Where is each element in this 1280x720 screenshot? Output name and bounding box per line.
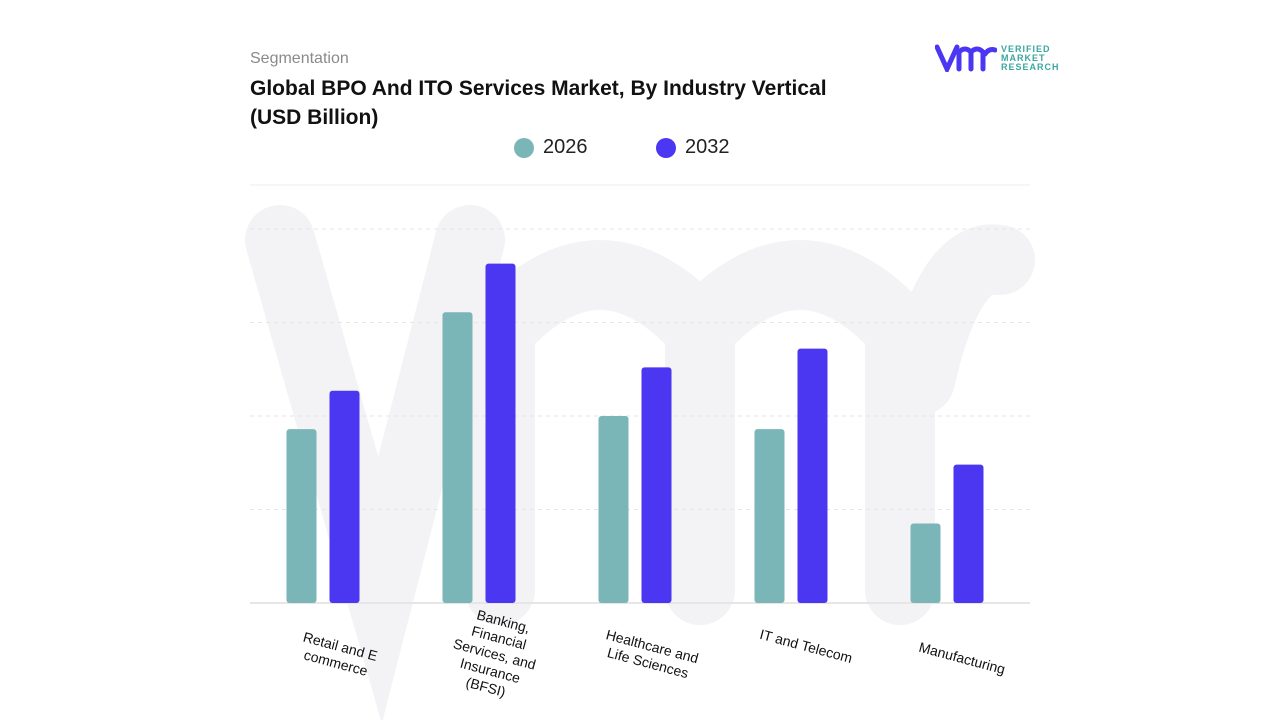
bar-2032-0: [329, 390, 360, 603]
bar-2026-4: [910, 523, 941, 603]
segment-label: Segmentation: [250, 50, 349, 67]
logo-text-verified: VERIFIED: [1001, 43, 1051, 54]
logo-text-market: MARKET: [1001, 52, 1046, 63]
vmr-logo-icon: [935, 44, 997, 72]
logo: VERIFIED MARKET RESEARCH: [935, 44, 1060, 72]
bar-2026-2: [598, 416, 629, 603]
legend-swatch-2026: [514, 137, 534, 158]
bar-2026-1: [442, 312, 473, 603]
bar-2032-2: [641, 367, 672, 603]
bar-2032-1: [485, 263, 516, 603]
legend-label-2032: 2032: [685, 136, 730, 158]
legend: 2026 2032: [0, 136, 1280, 160]
bar-2032-3: [797, 348, 828, 603]
chart-title: Global BPO And ITO Services Market, By I…: [250, 77, 827, 129]
bar-2032-4: [953, 464, 984, 603]
logo-text-research: RESEARCH: [1001, 61, 1060, 72]
legend-swatch-2032: [656, 137, 676, 158]
legend-item-2032: 2032: [656, 136, 730, 159]
bar-2026-0: [286, 429, 317, 603]
bar-2026-3: [754, 429, 785, 603]
legend-label-2026: 2026: [543, 136, 588, 158]
watermark-logo: [245, 205, 1035, 720]
legend-item-2026: 2026: [514, 136, 588, 159]
